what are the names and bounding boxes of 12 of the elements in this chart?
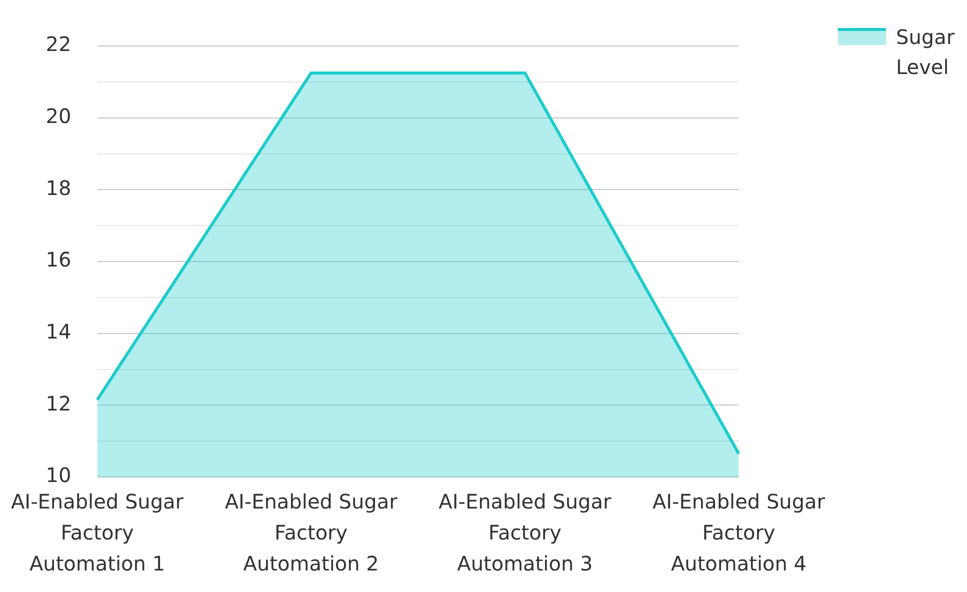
y-tick-label: 18 — [46, 176, 72, 200]
y-tick-label: 20 — [46, 104, 72, 128]
x-tick-label: AI-Enabled Sugar Factory Automation 4 — [652, 490, 826, 576]
x-tick-label: AI-Enabled Sugar Factory Automation 1 — [10, 490, 184, 576]
y-tick-label: 22 — [46, 32, 72, 56]
x-tick-label: AI-Enabled Sugar Factory Automation 3 — [438, 490, 612, 576]
legend-label: Sugar Level — [896, 24, 956, 81]
y-tick-label: 12 — [46, 391, 72, 416]
y-tick-label: 10 — [46, 463, 72, 488]
y-tick-label: 16 — [46, 248, 72, 272]
y-tick-label: 14 — [46, 320, 72, 344]
x-tick-label: AI-Enabled Sugar Factory Automation 2 — [224, 490, 398, 576]
